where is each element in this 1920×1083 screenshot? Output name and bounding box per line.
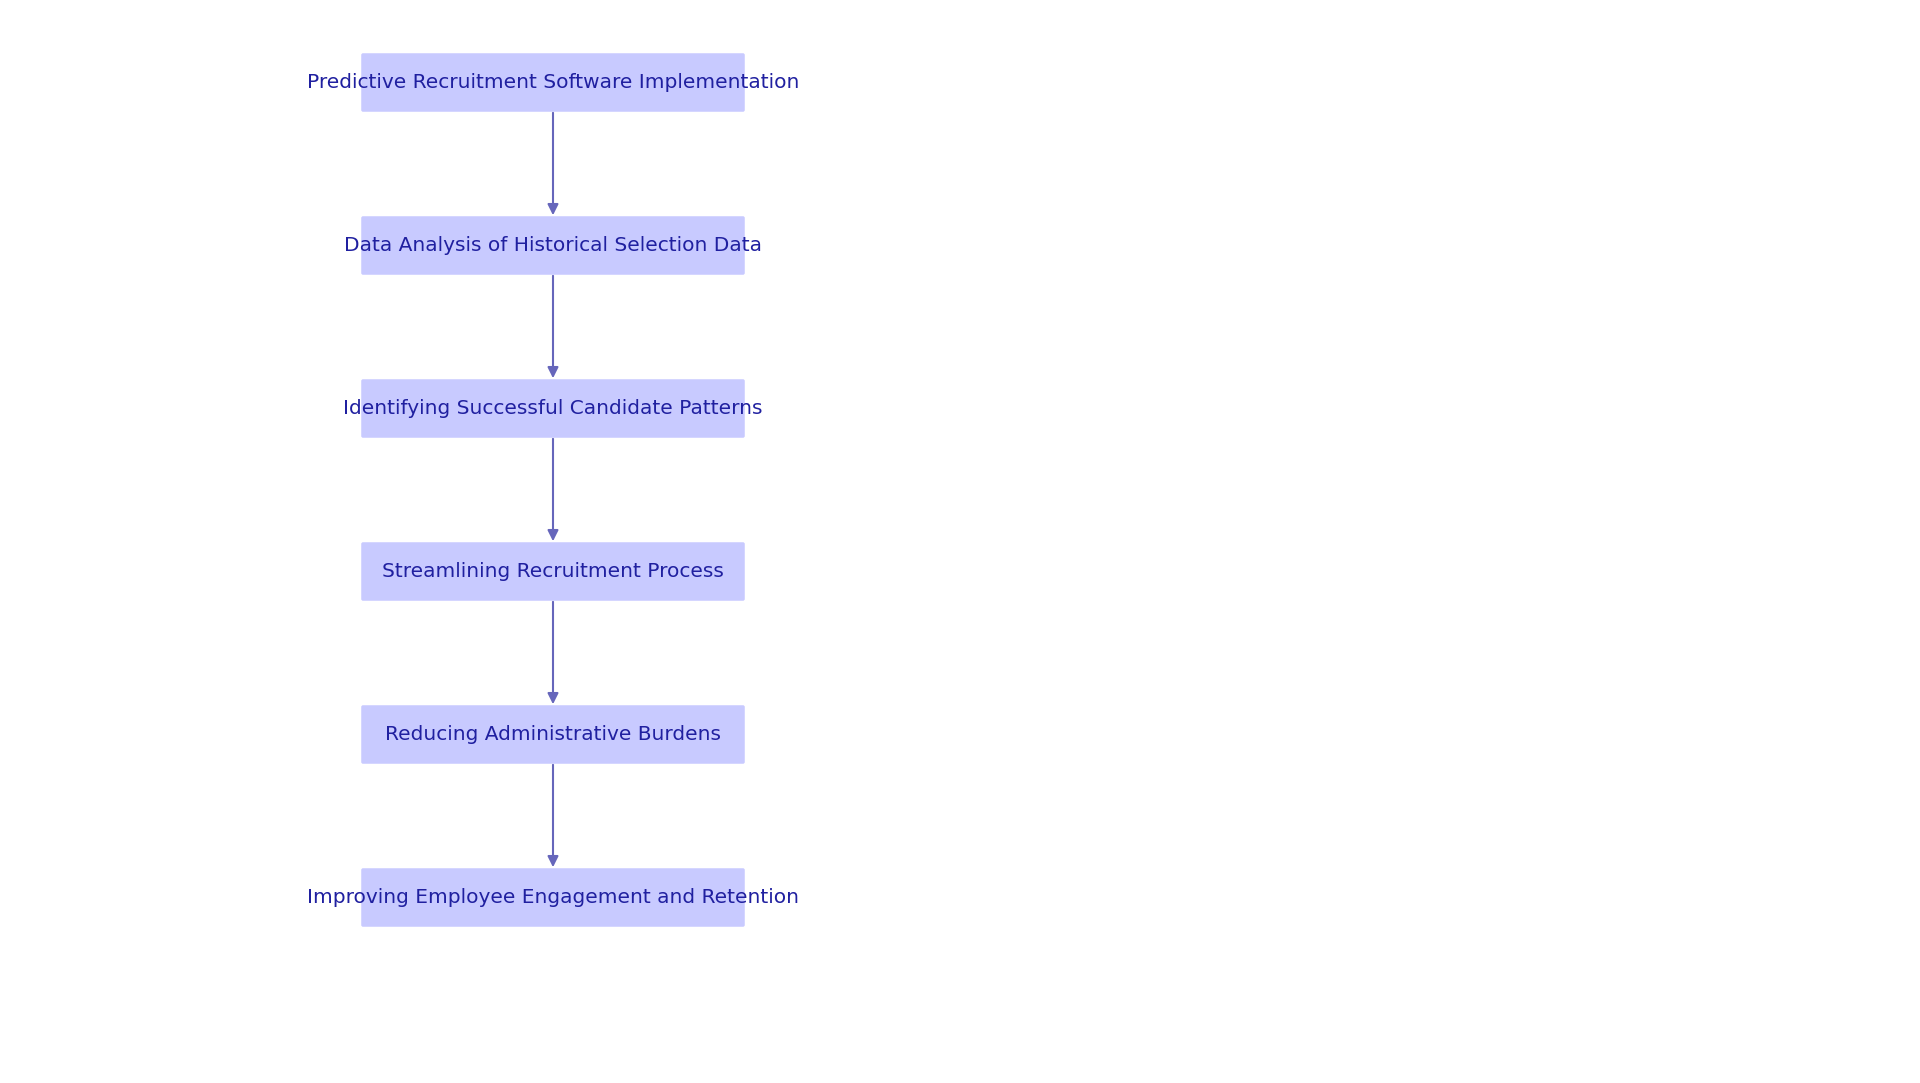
FancyBboxPatch shape xyxy=(361,217,745,275)
FancyBboxPatch shape xyxy=(361,869,745,927)
FancyBboxPatch shape xyxy=(361,53,745,112)
Text: Reducing Administrative Burdens: Reducing Administrative Burdens xyxy=(386,725,722,744)
Text: Streamlining Recruitment Process: Streamlining Recruitment Process xyxy=(382,562,724,580)
FancyBboxPatch shape xyxy=(361,705,745,764)
Text: Improving Employee Engagement and Retention: Improving Employee Engagement and Retent… xyxy=(307,888,799,906)
FancyBboxPatch shape xyxy=(361,543,745,601)
Text: Identifying Successful Candidate Patterns: Identifying Successful Candidate Pattern… xyxy=(344,399,762,418)
FancyBboxPatch shape xyxy=(361,379,745,438)
Text: Predictive Recruitment Software Implementation: Predictive Recruitment Software Implemen… xyxy=(307,73,799,92)
Text: Data Analysis of Historical Selection Data: Data Analysis of Historical Selection Da… xyxy=(344,236,762,255)
